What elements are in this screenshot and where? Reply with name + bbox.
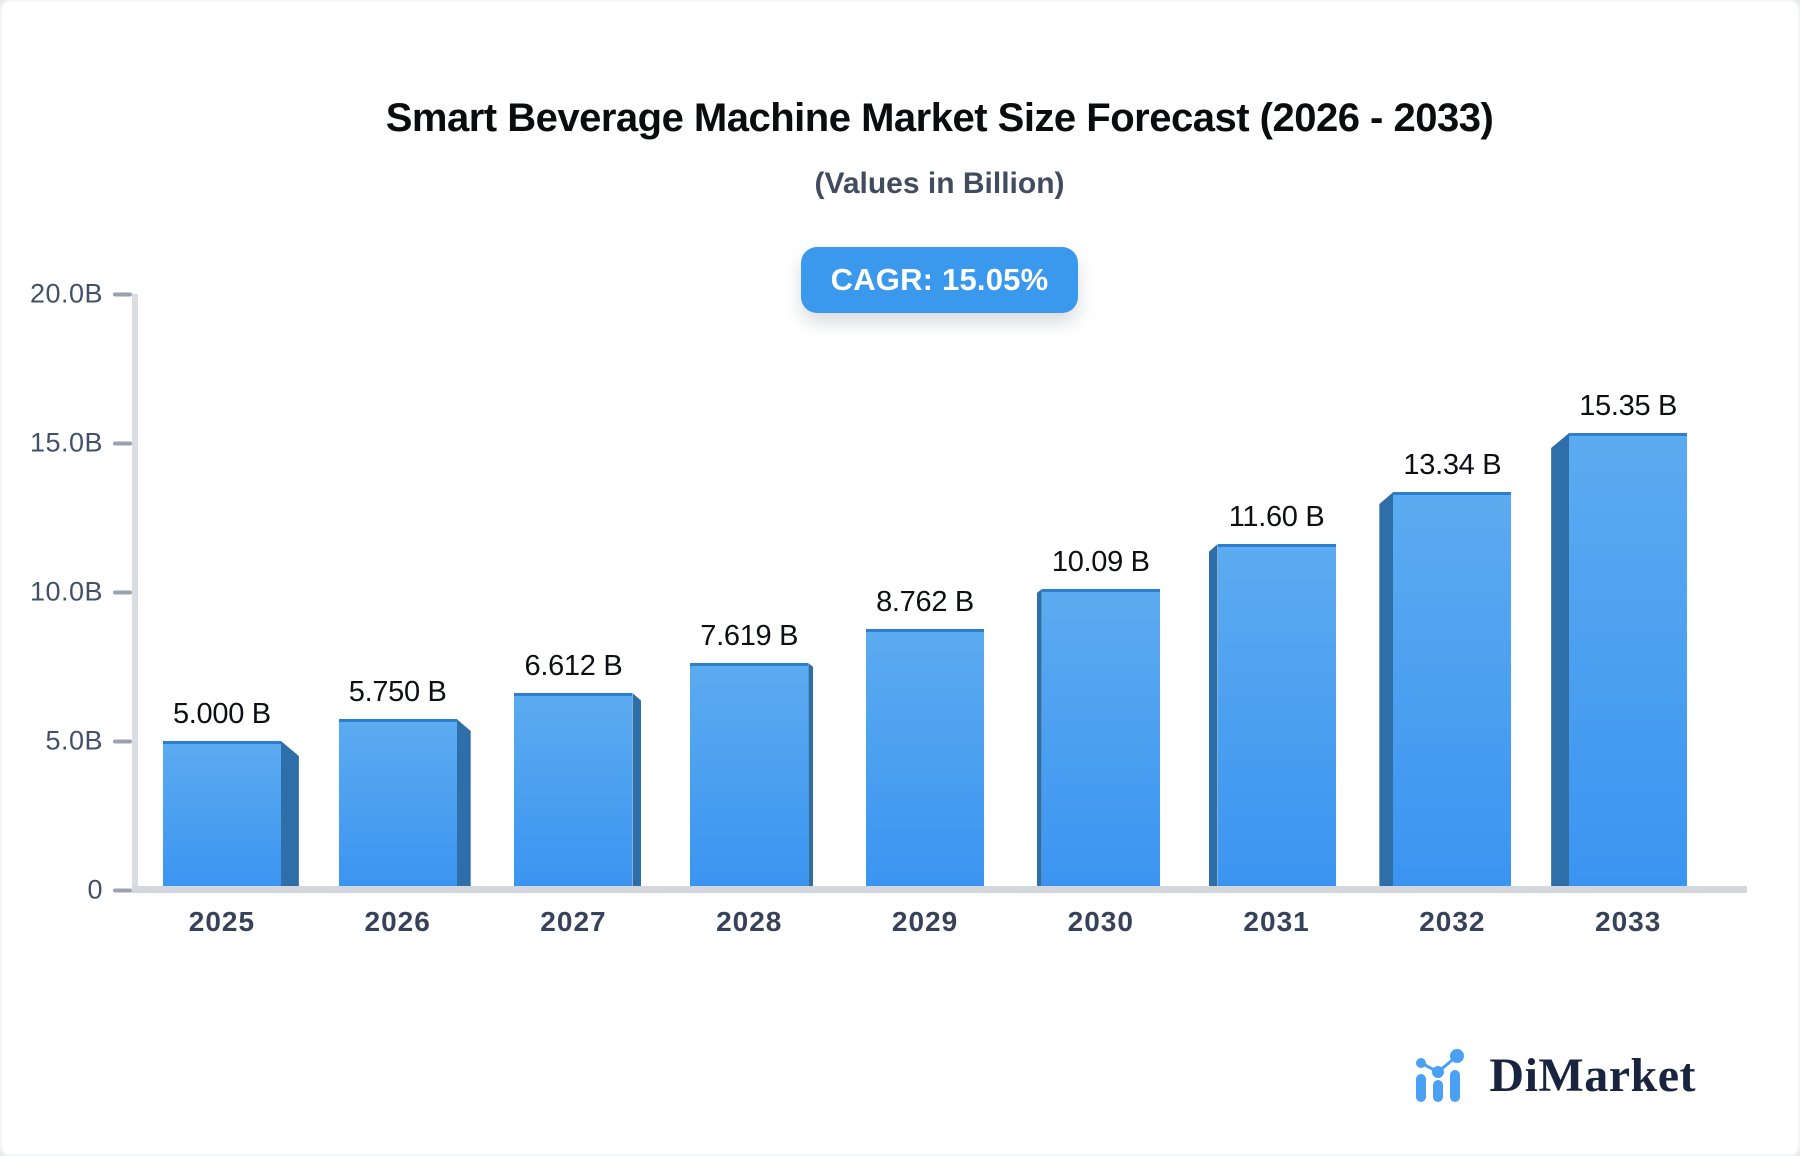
y-tick-dash — [113, 739, 132, 743]
bar-value-label: 13.34 B — [1403, 449, 1502, 481]
mini-bar-chart-icon — [1416, 1049, 1465, 1102]
bar-2029: 8.762 B — [866, 586, 985, 890]
y-tick-dash — [113, 441, 132, 445]
y-tick-label: 15.0B — [29, 427, 103, 458]
bar-2026: 5.750 B — [338, 676, 471, 890]
bar-series: 5.000 B 2025 5.750 B 2026 6.612 B 2027 7.619 B… — [134, 294, 1716, 937]
x-category-label: 2028 — [716, 906, 783, 937]
bar-front-face — [690, 663, 809, 890]
bar-value-label: 10.09 B — [1051, 546, 1150, 578]
x-category-label: 2026 — [364, 906, 431, 937]
bar-2027: 6.612 B — [514, 650, 642, 890]
y-tick-label: 20.0B — [29, 278, 103, 309]
bar-slot: 13.34 B 2032 — [1364, 294, 1540, 937]
bar-2033: 15.35 B — [1551, 390, 1688, 890]
x-category-label: 2029 — [891, 906, 959, 937]
y-tick: 20.0B — [2, 279, 132, 310]
y-tick-dash — [113, 590, 132, 594]
bar-slot: 8.762 B 2029 — [837, 294, 1013, 937]
x-category-label: 2027 — [540, 906, 607, 937]
x-axis-line — [132, 886, 1747, 893]
bar-front-face — [1217, 544, 1336, 890]
chart-subtitle: (Values in Billion) — [814, 167, 1065, 200]
bar-value-label: 8.762 B — [876, 586, 974, 618]
x-category-label: 2033 — [1594, 906, 1662, 937]
bar-slot: 6.612 B 2027 — [486, 294, 662, 937]
bar-slot: 15.35 B 2033 — [1540, 294, 1716, 937]
bar-slot: 5.750 B 2026 — [310, 294, 486, 937]
y-tick-dash — [113, 888, 132, 892]
bar-front-face — [338, 719, 457, 890]
y-tick: 5.0B — [2, 726, 132, 757]
bar-value-label: 15.35 B — [1579, 390, 1678, 422]
y-tick-label: 5.0B — [45, 725, 103, 756]
bar-side-face — [808, 663, 814, 890]
bar-front-face — [1041, 589, 1160, 890]
bar-side-face — [1551, 433, 1570, 890]
bar-value-label: 5.750 B — [348, 676, 447, 708]
bar-front-face — [514, 693, 633, 890]
bar-side-face — [456, 719, 471, 890]
bar-slot: 11.60 B 2031 — [1189, 294, 1365, 937]
bar-front-face — [866, 629, 985, 890]
bar-2032: 13.34 B — [1379, 449, 1512, 890]
bar-value-label: 7.619 B — [700, 620, 799, 652]
bar-side-face — [1208, 544, 1218, 890]
bar-2031: 11.60 B — [1208, 501, 1336, 890]
bar-2030: 10.09 B — [1036, 546, 1160, 890]
y-axis-ticks: 20.0B 15.0B 10.0B 5.0B 0 — [2, 279, 132, 905]
y-axis-line — [132, 294, 138, 890]
dimarket-logo: DiMarket — [1413, 1044, 1696, 1106]
bar-2025: 5.000 B — [162, 698, 299, 890]
x-category-label: 2032 — [1419, 906, 1486, 937]
bar-side-face — [1036, 589, 1042, 890]
y-tick-label: 0 — [87, 874, 103, 905]
y-tick-label: 10.0B — [29, 576, 103, 607]
y-tick: 10.0B — [2, 577, 132, 608]
chart-title: Smart Beverage Machine Market Size Forec… — [385, 96, 1494, 140]
bar-value-label: 5.000 B — [172, 698, 271, 730]
bar-value-label: 6.612 B — [524, 650, 623, 682]
bar-front-face — [162, 741, 281, 890]
y-tick-dash — [113, 292, 132, 296]
x-category-label: 2031 — [1243, 906, 1310, 937]
y-tick: 0 — [2, 875, 132, 906]
bar-front-face — [1569, 433, 1688, 890]
x-category-label: 2030 — [1067, 906, 1134, 937]
bar-slot: 7.619 B 2028 — [661, 294, 837, 937]
bar-value-label: 11.60 B — [1228, 501, 1325, 533]
bar-side-face — [632, 693, 642, 890]
bar-side-face — [280, 741, 299, 890]
bar-front-face — [1393, 492, 1512, 890]
x-category-label: 2025 — [188, 906, 256, 937]
bar-2028: 7.619 B — [690, 620, 814, 890]
logo-text: DiMarket — [1489, 1048, 1696, 1102]
bar-slot: 10.09 B 2030 — [1013, 294, 1189, 937]
chart-header: Smart Beverage Machine Market Size Forec… — [132, 2, 1747, 313]
bar-side-face — [1379, 492, 1394, 890]
cagr-badge: CAGR: 15.05% — [800, 247, 1079, 313]
bar-slot: 5.000 B 2025 — [134, 294, 310, 937]
y-tick: 15.0B — [2, 428, 132, 459]
